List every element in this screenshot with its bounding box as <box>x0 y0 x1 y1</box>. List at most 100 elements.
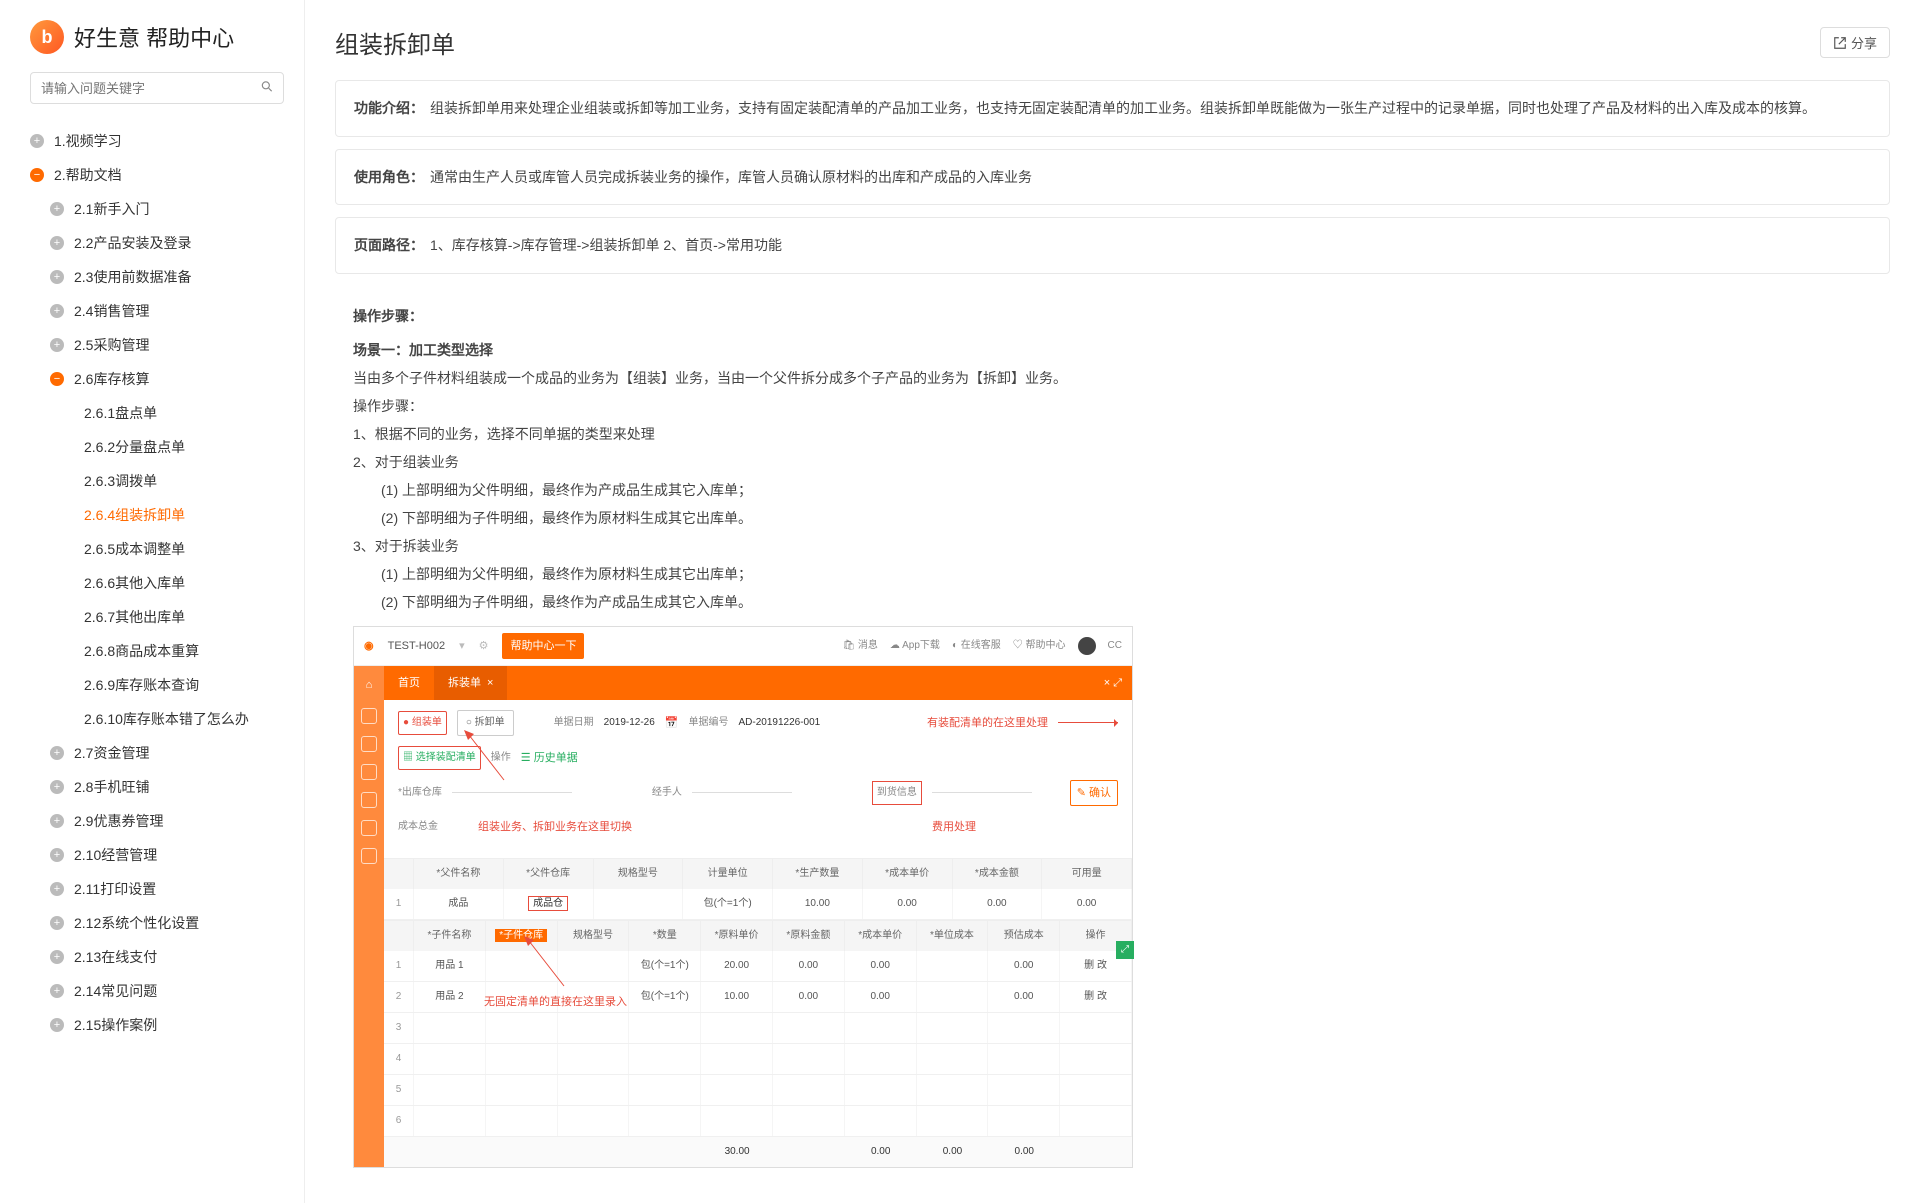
table-cell: 规格型号 <box>558 921 630 951</box>
plus-icon: + <box>50 814 64 828</box>
embed-cost-label: 成本总金 <box>398 817 438 837</box>
scene-desc: 当由多个子件材料组装成一个成品的业务为【组装】业务，当由一个父件拆分成多个子产品… <box>353 364 1872 392</box>
nav-item[interactable]: +2.15操作案例 <box>30 1008 284 1042</box>
step-2a: (1) 上部明细为父件明细，最终作为产成品生成其它入库单； <box>353 476 1872 504</box>
nav-item[interactable]: −2.帮助文档 <box>30 158 284 192</box>
nav-label: 2.2产品安装及登录 <box>74 233 191 253</box>
nav-item[interactable]: 2.6.5成本调整单 <box>30 532 284 566</box>
table-cell <box>384 921 414 951</box>
embed-code-val: AD-20191226-001 <box>739 713 821 733</box>
nav-label: 2.6.1盘点单 <box>84 403 157 423</box>
table-cell: 删 改 <box>1060 982 1132 1012</box>
plus-icon: + <box>50 950 64 964</box>
nav-label: 2.8手机旺铺 <box>74 777 149 797</box>
nav-item[interactable]: +2.11打印设置 <box>30 872 284 906</box>
embed-grid-parent: *父件名称*父件仓库规格型号计量单位*生产数量*成本单价*成本金额可用量 1成品… <box>384 858 1132 920</box>
embed-logo-icon: ◉ <box>364 635 374 657</box>
share-label: 分享 <box>1851 33 1877 52</box>
nav-item[interactable]: +2.14常见问题 <box>30 974 284 1008</box>
nav-item[interactable]: 2.6.1盘点单 <box>30 396 284 430</box>
search-input[interactable] <box>30 72 284 104</box>
nav-item[interactable]: 2.6.2分量盘点单 <box>30 430 284 464</box>
logo-icon: b <box>30 20 64 54</box>
nav-item[interactable]: +2.3使用前数据准备 <box>30 260 284 294</box>
logo: b 好生意 帮助中心 <box>30 20 284 54</box>
embed-date-val: 2019-12-26 <box>604 713 655 733</box>
embed-link-app: ☁ App下载 <box>890 636 940 656</box>
table-cell: 0.00 <box>988 1137 1060 1167</box>
logo-text: 好生意 帮助中心 <box>74 21 234 53</box>
embed-help-button: 帮助中心一下 <box>502 633 584 659</box>
plus-icon: + <box>50 270 64 284</box>
plus-icon: + <box>50 202 64 216</box>
nav-item[interactable]: +2.12系统个性化设置 <box>30 906 284 940</box>
embed-annot-top: 有装配清单的在这里处理 <box>927 712 1048 734</box>
nav-item[interactable]: −2.6库存核算 <box>30 362 284 396</box>
role-label: 使用角色： <box>354 169 424 185</box>
nav-item[interactable]: +2.9优惠券管理 <box>30 804 284 838</box>
embed-tab-home: 首页 <box>384 666 434 700</box>
table-cell <box>1060 1137 1132 1167</box>
embed-radio-off: ○ 拆卸单 <box>457 710 514 736</box>
embed-confirm: ✎ 确认 <box>1070 780 1118 806</box>
table-cell: 10.00 <box>701 982 773 1012</box>
nav-label: 2.6.5成本调整单 <box>84 539 185 559</box>
nav-item[interactable]: 2.6.8商品成本重算 <box>30 634 284 668</box>
search-icon[interactable] <box>260 80 274 97</box>
table-cell: 0.00 <box>845 1137 917 1167</box>
embed-expand-icon: ⤢ <box>1116 941 1134 959</box>
search-box <box>30 72 284 104</box>
nav-item[interactable]: +2.10经营管理 <box>30 838 284 872</box>
table-cell: 30.00 <box>701 1137 773 1167</box>
table-cell: *父件仓库 <box>504 859 594 889</box>
nav-label: 2.1新手入门 <box>74 199 149 219</box>
share-icon <box>1833 36 1847 50</box>
nav-item[interactable]: +2.1新手入门 <box>30 192 284 226</box>
embed-annot-right: 费用处理 <box>932 816 976 838</box>
table-cell: 10.00 <box>773 889 863 919</box>
table-cell: 0.00 <box>988 951 1060 981</box>
table-cell <box>917 951 989 981</box>
role-card: 使用角色：通常由生产人员或库管人员完成拆装业务的操作，库管人员确认原材料的出库和… <box>335 149 1890 206</box>
table-cell: 包(个=1个) <box>683 889 773 919</box>
share-button[interactable]: 分享 <box>1820 27 1890 58</box>
table-cell <box>558 1137 630 1167</box>
nav-label: 2.6库存核算 <box>74 369 149 389</box>
embed-rail-icon <box>361 792 377 808</box>
nav-item[interactable]: +2.7资金管理 <box>30 736 284 770</box>
table-cell <box>384 859 414 889</box>
plus-icon: + <box>50 304 64 318</box>
embed-link-msg: 🛍 消息 <box>842 636 877 656</box>
nav-label: 2.6.8商品成本重算 <box>84 641 199 661</box>
nav-item[interactable]: +2.13在线支付 <box>30 940 284 974</box>
plus-icon: + <box>30 134 44 148</box>
table-cell <box>558 951 630 981</box>
nav-item[interactable]: 2.6.10库存账本错了怎么办 <box>30 702 284 736</box>
table-cell <box>486 1137 558 1167</box>
nav-label: 2.6.7其他出库单 <box>84 607 185 627</box>
nav-item[interactable]: +2.4销售管理 <box>30 294 284 328</box>
nav-item[interactable]: 2.6.6其他入库单 <box>30 566 284 600</box>
sidebar: b 好生意 帮助中心 +1.视频学习−2.帮助文档+2.1新手入门+2.2产品安… <box>0 0 305 1203</box>
embed-code-label: 单据编号 <box>689 713 729 733</box>
table-cell: 可用量 <box>1042 859 1132 889</box>
nav-item[interactable]: +2.8手机旺铺 <box>30 770 284 804</box>
nav-label: 2.6.4组装拆卸单 <box>84 505 185 525</box>
table-cell: 用品 1 <box>414 951 486 981</box>
embed-rail-icon <box>361 708 377 724</box>
steps-heading: 操作步骤： <box>353 302 1872 330</box>
nav-item[interactable]: +2.5采购管理 <box>30 328 284 362</box>
nav-item[interactable]: +2.2产品安装及登录 <box>30 226 284 260</box>
nav-item[interactable]: 2.6.4组装拆卸单 <box>30 498 284 532</box>
table-cell: *子件名称 <box>414 921 486 951</box>
plus-icon: + <box>50 882 64 896</box>
nav-item[interactable]: 2.6.7其他出库单 <box>30 600 284 634</box>
table-cell <box>629 1137 701 1167</box>
nav-item[interactable]: 2.6.3调拨单 <box>30 464 284 498</box>
nav-label: 2.12系统个性化设置 <box>74 913 199 933</box>
embed-rail-icon <box>361 736 377 752</box>
table-cell: *成本单价 <box>845 921 917 951</box>
nav-item[interactable]: 2.6.9库存账本查询 <box>30 668 284 702</box>
nav-item[interactable]: +1.视频学习 <box>30 124 284 158</box>
step-3b: (2) 下部明细为子件明细，最终作为产成品生成其它入库单。 <box>353 588 1872 616</box>
